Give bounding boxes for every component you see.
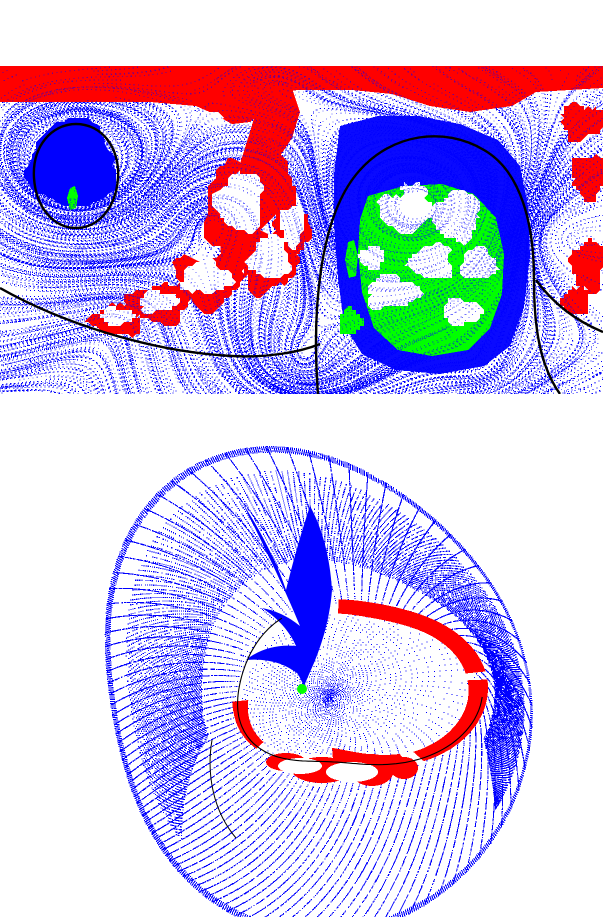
bottom-panel-projected-torus-view [0,440,603,917]
top-panel-rectangular-phase-plane [0,66,603,394]
top-panel-plot [0,66,603,394]
green-marker-core-cusp [297,684,307,694]
bottom-panel-plot [0,440,603,917]
